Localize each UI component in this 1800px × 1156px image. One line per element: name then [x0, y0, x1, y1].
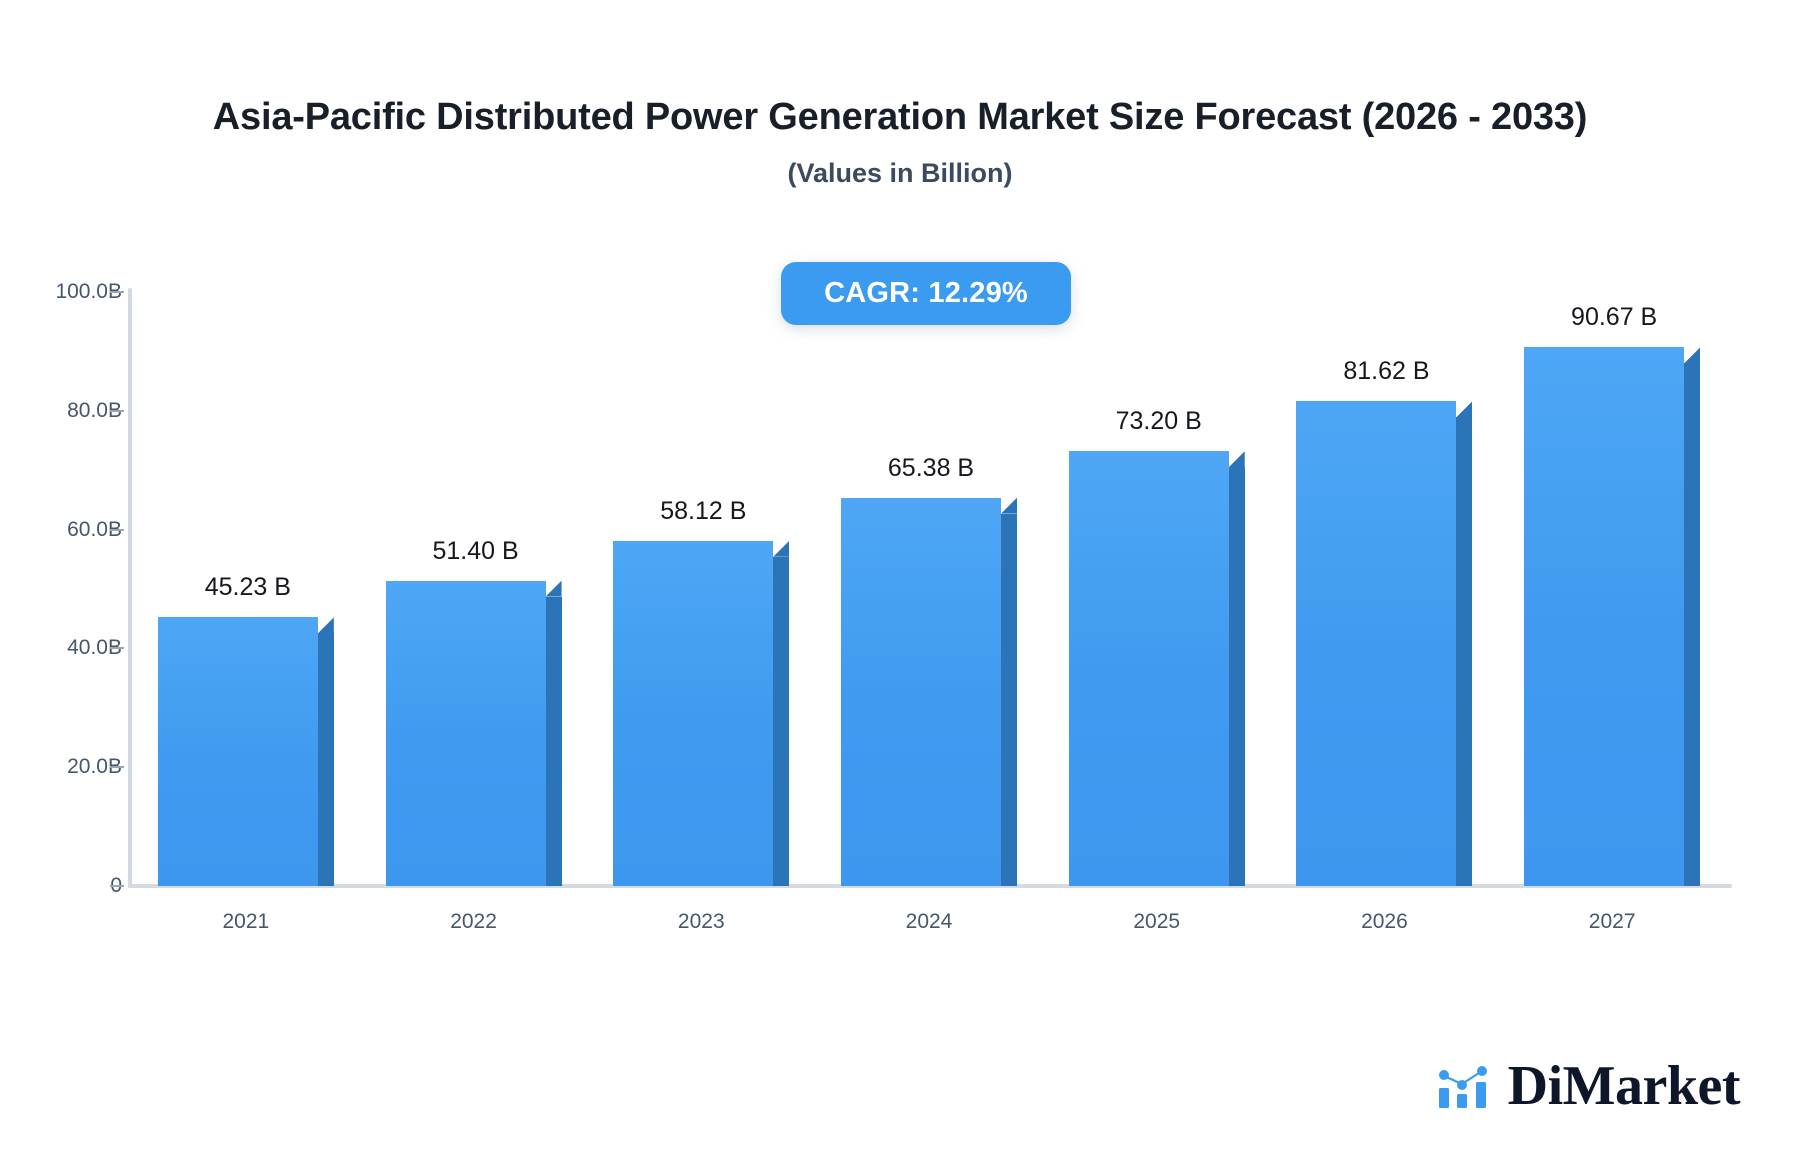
y-axis-tick-label: 100.0B	[55, 280, 122, 303]
bar-side-face	[545, 596, 562, 886]
x-axis-tick-label: 2026	[1361, 910, 1408, 933]
bar-top-face	[1228, 451, 1245, 468]
bar[interactable]	[385, 580, 562, 886]
bar-top-face	[773, 540, 790, 557]
cagr-badge: CAGR: 12.29%	[781, 262, 1071, 325]
y-axis-tick-mark	[110, 885, 124, 887]
bar[interactable]	[613, 540, 790, 886]
bar-side-face	[1228, 467, 1245, 886]
bar-side-face	[1684, 363, 1701, 886]
chart-title: Asia-Pacific Distributed Power Generatio…	[212, 96, 1588, 138]
bar[interactable]	[841, 497, 1017, 886]
y-axis-tick-mark	[110, 528, 124, 531]
x-axis-tick-label: 2022	[450, 910, 497, 933]
y-axis-tick-mark	[110, 647, 124, 650]
bar-top-face	[1684, 347, 1701, 364]
y-axis-tick-mark	[110, 291, 124, 293]
bar-top-face	[545, 580, 562, 597]
bar-top-face	[1456, 401, 1473, 418]
y-axis-tick-label: 40.0B	[67, 636, 122, 660]
bar-front-face	[157, 617, 318, 886]
bar-value-label: 90.67 B	[1571, 303, 1658, 332]
bar-side-face	[1001, 513, 1017, 886]
y-axis-tick-label: 0	[110, 874, 122, 897]
x-axis-line	[128, 884, 1732, 888]
y-axis-tick-label: 20.0B	[67, 755, 122, 779]
cagr-badge-label: CAGR: 12.29%	[824, 277, 1028, 309]
y-axis-line	[128, 288, 132, 888]
bar-front-face	[613, 540, 774, 886]
bar-top-face	[317, 617, 334, 634]
bar-value-label: 65.38 B	[887, 453, 975, 482]
chart-subtitle: (Values in Billion)	[787, 158, 1013, 188]
bar-value-label: 45.23 B	[204, 573, 291, 602]
bar-value-label: 81.62 B	[1343, 357, 1430, 386]
bar-value-label: 51.40 B	[432, 536, 519, 565]
bar-top-face	[1001, 497, 1017, 514]
x-axis-tick-label: 2023	[677, 910, 725, 933]
brand-logo: DiMarket	[1436, 1055, 1741, 1117]
x-axis-tick-label: 2027	[1588, 910, 1636, 933]
bar-side-face	[773, 556, 790, 886]
bar[interactable]	[1068, 451, 1245, 886]
bar[interactable]	[1296, 401, 1473, 886]
bar-side-face	[317, 633, 334, 886]
bar[interactable]	[1524, 347, 1701, 886]
x-axis-tick-label: 2024	[905, 910, 953, 933]
y-axis-tick-mark	[110, 766, 124, 769]
x-axis-tick-label: 2021	[222, 910, 270, 933]
bar-chart-icon	[1438, 1066, 1487, 1108]
bar-value-label: 73.20 B	[1115, 407, 1202, 436]
x-axis-tick-label: 2025	[1133, 910, 1181, 933]
bar-front-face	[1296, 401, 1457, 886]
y-axis-tick-label: 80.0B	[67, 398, 122, 422]
bar-front-face	[1524, 347, 1685, 886]
bar-front-face	[1068, 451, 1229, 886]
y-axis-tick-mark	[110, 409, 124, 412]
bar-side-face	[1456, 417, 1473, 886]
bar[interactable]	[157, 617, 334, 886]
bar-front-face	[385, 580, 546, 886]
y-axis-tick-label: 60.0B	[67, 517, 122, 541]
bar-front-face	[841, 497, 1001, 886]
brand-logo-text: DiMarket	[1507, 1055, 1741, 1117]
bar-value-label: 58.12 B	[660, 496, 747, 525]
